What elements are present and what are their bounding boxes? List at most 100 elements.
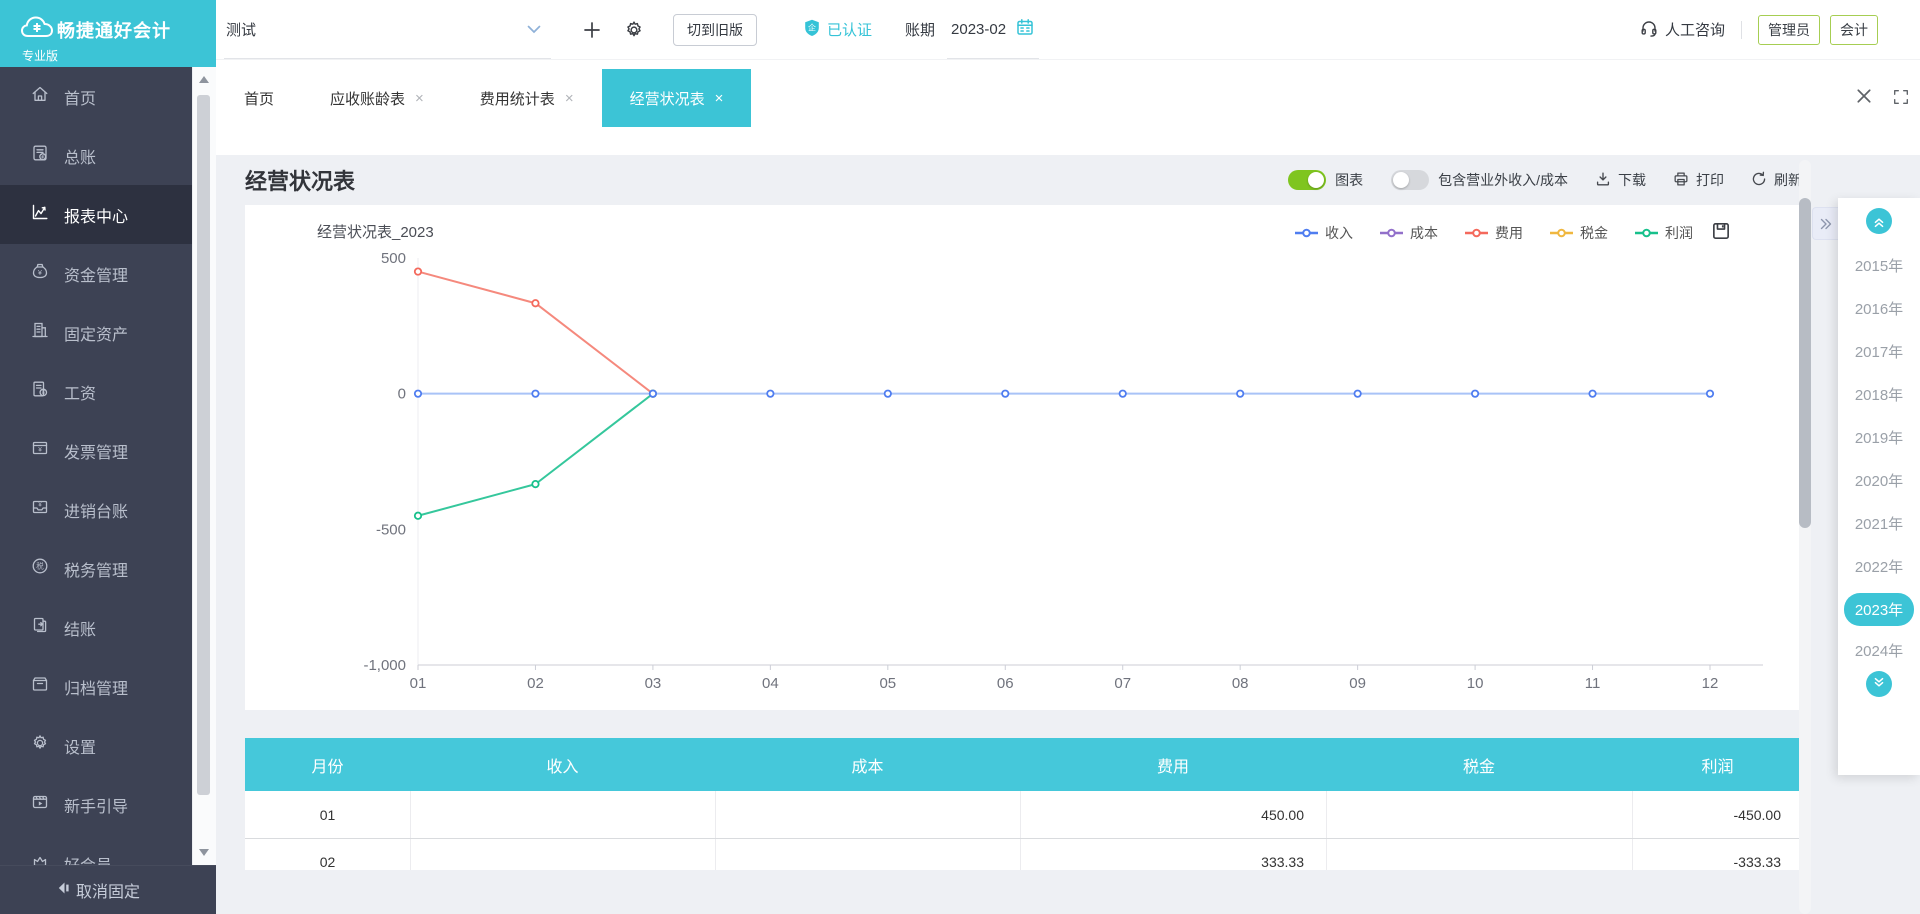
include-nonoperating-toggle[interactable] <box>1391 170 1430 190</box>
scroll-years-up-button[interactable] <box>1866 208 1892 234</box>
sidebar-item-general-ledger[interactable]: ¥ 总账 <box>0 126 192 185</box>
collapse-year-panel-button[interactable] <box>1812 207 1838 240</box>
year-option[interactable]: 2016年 <box>1854 301 1904 318</box>
table-row[interactable]: 02 333.33 -333.33 <box>245 838 1803 870</box>
sidebar-item-purchase-sales[interactable]: ¥ 进销台账 <box>0 480 192 539</box>
inout-ledger-icon: ¥ <box>30 497 50 522</box>
account-select[interactable]: 测试 <box>224 0 551 59</box>
legend-item[interactable]: 税金 <box>1549 223 1608 243</box>
sidebar-item-report-center[interactable]: 报表中心 <box>0 185 192 244</box>
sidebar-item-guide[interactable]: 新手引导 <box>0 775 192 834</box>
scroll-up-icon[interactable] <box>199 76 209 83</box>
column-header-tax: 税金 <box>1462 758 1495 776</box>
year-option[interactable]: 2024年 <box>1854 642 1904 660</box>
tab-bar: 首页 应收账龄表 × 费用统计表 × 经营状况表 × <box>216 60 1920 155</box>
tab-home[interactable]: 首页 <box>216 69 302 127</box>
tab-close-icon[interactable]: × <box>714 89 724 107</box>
sidebar-scrollbar[interactable] <box>192 67 216 865</box>
chart-panel: 经营状况表_2023 收入 成本 费用 税金 利润 01 02 03 04 05 06 07 08 09… <box>245 205 1803 710</box>
support-link[interactable]: 人工咨询 <box>1639 18 1725 42</box>
line-chart: 01 02 03 04 05 06 07 08 09 10 11 12 500 0 -500 -1,000 <box>363 250 1763 692</box>
main-area: 测试 切到旧版 企 已认证 账期 2023-02 人工咨询 管理员 会计 <box>216 0 1920 914</box>
sidebar-item-archive[interactable]: 归档管理 <box>0 657 192 716</box>
cell-profit: -450.00 <box>1632 791 1803 838</box>
year-option[interactable]: 2021年 <box>1854 516 1904 533</box>
certified-status[interactable]: 企 已认证 <box>802 18 872 42</box>
svg-text:-1,000: -1,000 <box>363 657 406 674</box>
chart-toggle[interactable] <box>1288 170 1327 190</box>
svg-text:11: 11 <box>1585 675 1601 692</box>
tab-close-icon[interactable]: × <box>564 89 574 107</box>
legend-item[interactable]: 利润 <box>1634 223 1693 243</box>
year-option[interactable]: 2022年 <box>1854 559 1904 576</box>
page-header: 经营状况表 图表 包含营业外收入/成本 下载 打印 刷新 <box>216 155 1920 205</box>
include-nonoperating-label: 包含营业外收入/成本 <box>1438 172 1568 188</box>
add-account-set-icon[interactable] <box>581 19 603 41</box>
sidebar-item-tax[interactable]: 税 税务管理 <box>0 539 192 598</box>
print-button[interactable]: 打印 <box>1672 170 1724 191</box>
legend-item[interactable]: 费用 <box>1464 223 1523 243</box>
page-title: 经营状况表 <box>245 169 356 194</box>
year-option[interactable]: 2018年 <box>1854 387 1904 404</box>
sidebar-item-fixed-assets[interactable]: 固定资产 <box>0 303 192 362</box>
refresh-label: 刷新 <box>1774 172 1802 188</box>
sidebar-item-payroll[interactable]: ¥ 工资 <box>0 362 192 421</box>
refresh-button[interactable]: 刷新 <box>1750 170 1802 191</box>
sidebar-item-membership[interactable]: 好会员 <box>0 834 192 865</box>
settings-gear-icon[interactable] <box>623 19 645 41</box>
download-label: 下载 <box>1618 172 1646 188</box>
save-chart-image-icon[interactable] <box>1710 220 1732 247</box>
svg-text:¥: ¥ <box>41 155 45 161</box>
legend-item[interactable]: 成本 <box>1379 223 1438 243</box>
sidebar-item-label: 结账 <box>64 621 97 639</box>
tab-receivable-aging[interactable]: 应收账龄表 × <box>302 69 452 127</box>
sidebar-item-closing[interactable]: 结账 <box>0 598 192 657</box>
tab-close-icon[interactable]: × <box>415 89 424 107</box>
legend-item[interactable]: 收入 <box>1294 223 1353 243</box>
invoice-icon: ¥ <box>30 438 50 463</box>
cell-tax <box>1326 839 1632 870</box>
role-accountant-badge[interactable]: 会计 <box>1830 14 1878 45</box>
year-option[interactable]: 2015年 <box>1854 258 1904 275</box>
sidebar-item-funds[interactable]: ¥ 资金管理 <box>0 244 192 303</box>
tab-label: 费用统计表 <box>479 90 555 108</box>
scroll-years-down-button[interactable] <box>1866 671 1892 697</box>
switch-old-version-button[interactable]: 切到旧版 <box>673 13 757 46</box>
crown-icon <box>30 851 50 865</box>
scroll-down-icon[interactable] <box>199 849 209 856</box>
tab-business-status[interactable]: 经营状况表 × <box>601 69 752 127</box>
closing-book-icon <box>30 615 50 640</box>
role-admin-badge[interactable]: 管理员 <box>1758 14 1820 45</box>
brand-edition: 专业版 <box>22 49 59 63</box>
sidebar-item-invoice[interactable]: ¥ 发票管理 <box>0 421 192 480</box>
period-picker[interactable]: 2023-02 <box>947 0 1040 59</box>
toggle-knob <box>1393 172 1410 188</box>
content-scrollbar-thumb[interactable] <box>1799 198 1811 528</box>
fullscreen-icon[interactable] <box>1892 88 1910 106</box>
sidebar-item-label: 归档管理 <box>64 680 129 698</box>
close-all-tabs-icon[interactable] <box>1856 88 1872 104</box>
year-option[interactable]: 2020年 <box>1854 473 1904 490</box>
year-option[interactable]: 2019年 <box>1854 430 1904 447</box>
year-option-selected[interactable]: 2023年 <box>1838 588 1920 631</box>
sidebar-item-home[interactable]: 首页 <box>0 67 192 126</box>
tab-expense-stats[interactable]: 费用统计表 × <box>452 69 602 127</box>
money-bag-icon: ¥ <box>30 261 50 286</box>
cell-month: 01 <box>319 806 336 823</box>
sidebar-item-settings[interactable]: 设置 <box>0 716 192 775</box>
svg-text:04: 04 <box>762 675 779 692</box>
sidebar-item-label: 报表中心 <box>64 208 129 226</box>
column-header-profit: 利润 <box>1701 758 1734 776</box>
brand-logo: 畅捷通好会计 专业版 <box>0 0 216 67</box>
unpin-sidebar-button[interactable]: 取消固定 <box>0 865 216 914</box>
sidebar-scrollbar-thumb[interactable] <box>197 95 210 795</box>
year-option[interactable]: 2017年 <box>1854 344 1904 361</box>
sidebar-item-label: 新手引导 <box>64 798 129 816</box>
unpin-label: 取消固定 <box>76 884 141 901</box>
brand-name: 畅捷通好会计 <box>57 21 171 41</box>
table-row[interactable]: 01 450.00 -450.00 <box>245 791 1803 838</box>
cloud-logo-icon <box>20 14 56 47</box>
download-button[interactable]: 下载 <box>1594 170 1646 191</box>
svg-text:03: 03 <box>645 675 662 692</box>
refresh-icon <box>1750 170 1768 191</box>
